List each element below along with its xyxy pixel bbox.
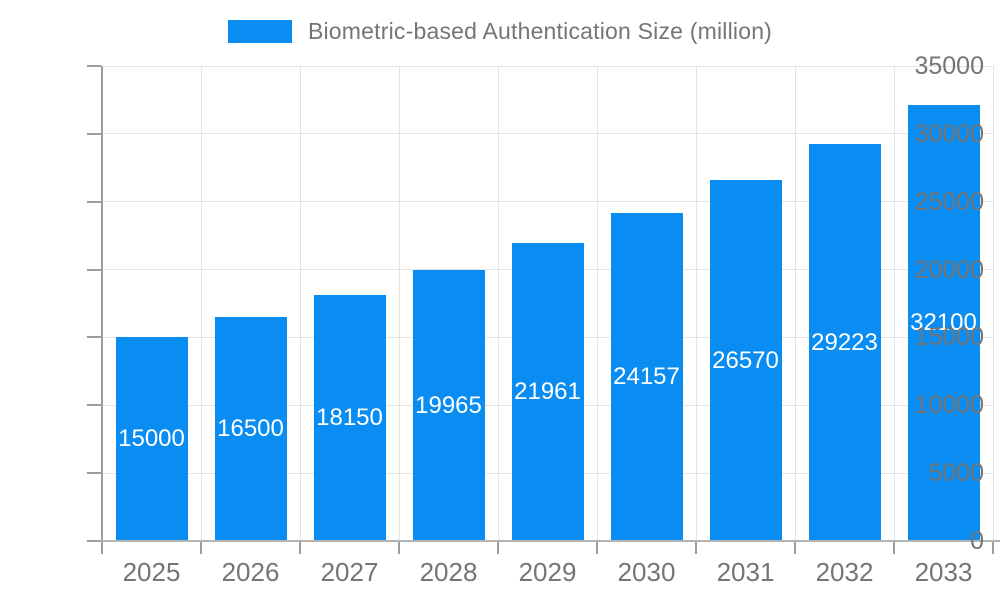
x-axis-tick bbox=[200, 542, 202, 554]
bar-value-label: 18150 bbox=[316, 403, 383, 431]
x-axis-tick bbox=[299, 542, 301, 554]
gridline-vertical bbox=[794, 66, 796, 541]
x-axis-tick bbox=[101, 542, 103, 554]
gridline-vertical bbox=[695, 66, 697, 541]
bar-value-label: 29223 bbox=[811, 328, 878, 356]
y-axis-tick bbox=[87, 540, 101, 542]
legend-label: Biometric-based Authentication Size (mil… bbox=[307, 18, 773, 44]
gridline-vertical bbox=[992, 66, 994, 541]
y-axis-tick bbox=[87, 336, 101, 339]
y-axis-tick bbox=[87, 65, 101, 67]
gridline-horizontal bbox=[102, 201, 993, 203]
y-axis-tick-label: 0 bbox=[970, 527, 984, 555]
x-axis-tick bbox=[695, 542, 697, 554]
y-axis-tick bbox=[87, 472, 101, 475]
bar-2028: 19965 bbox=[412, 270, 485, 541]
x-axis-tick bbox=[497, 542, 499, 554]
x-axis-tick-label: 2025 bbox=[122, 557, 181, 587]
bar-value-label: 21961 bbox=[514, 377, 581, 405]
gridline-vertical bbox=[893, 66, 895, 541]
x-axis-tick-label: 2026 bbox=[221, 557, 280, 587]
gridline-horizontal bbox=[102, 133, 993, 135]
x-axis-tick bbox=[992, 542, 994, 554]
bar-2030: 24157 bbox=[610, 213, 683, 541]
x-axis-tick bbox=[794, 542, 796, 554]
bar-2033: 32100 bbox=[907, 105, 980, 541]
y-axis-tick bbox=[87, 132, 101, 135]
y-axis-tick-label: 30000 bbox=[914, 119, 984, 148]
y-axis-tick bbox=[87, 200, 101, 203]
y-axis-tick-label: 5000 bbox=[928, 459, 984, 488]
x-axis-tick-label: 2031 bbox=[716, 557, 775, 587]
bar-value-label: 24157 bbox=[613, 363, 680, 391]
x-axis-tick-label: 2033 bbox=[914, 557, 973, 587]
gridline-vertical bbox=[299, 66, 301, 541]
legend-swatch[interactable] bbox=[227, 20, 292, 43]
gridline-vertical bbox=[200, 66, 202, 541]
legend[interactable]: Biometric-based Authentication Size (mil… bbox=[0, 18, 1000, 45]
y-axis-tick bbox=[87, 268, 101, 271]
y-axis-tick-label: 15000 bbox=[914, 323, 984, 352]
bar-2032: 29223 bbox=[808, 144, 881, 541]
y-axis-tick-label: 10000 bbox=[914, 391, 984, 420]
gridline-horizontal bbox=[102, 65, 993, 67]
x-axis-tick-label: 2029 bbox=[518, 557, 577, 587]
x-axis-tick-label: 2032 bbox=[815, 557, 874, 587]
bar-value-label: 16500 bbox=[217, 415, 284, 443]
y-axis-tick-label: 20000 bbox=[914, 255, 984, 284]
y-axis-tick-label: 25000 bbox=[914, 187, 984, 216]
gridline-vertical bbox=[497, 66, 499, 541]
bar-2031: 26570 bbox=[709, 180, 782, 541]
x-axis-tick bbox=[893, 542, 895, 554]
plot-area: 15000 16500 18150 19965 21961 24157 26570 29223… bbox=[87, 65, 1000, 554]
bar-2027: 18150 bbox=[313, 294, 386, 541]
x-axis-tick-label: 2027 bbox=[320, 557, 379, 587]
bar-value-label: 26570 bbox=[712, 346, 779, 374]
y-axis-tick-label: 35000 bbox=[914, 52, 984, 80]
gridline-vertical bbox=[596, 66, 598, 541]
y-axis-line bbox=[101, 66, 103, 553]
bar-value-label: 19965 bbox=[415, 391, 482, 419]
bar-2026: 16500 bbox=[214, 317, 287, 541]
gridline-vertical bbox=[398, 66, 400, 541]
bar-value-label: 32100 bbox=[910, 309, 977, 337]
x-axis-tick bbox=[596, 542, 598, 554]
bar-2025: 15000 bbox=[115, 337, 188, 541]
x-axis-tick bbox=[398, 542, 400, 554]
x-axis-line bbox=[94, 540, 1000, 542]
x-axis-tick-label: 2030 bbox=[617, 557, 676, 587]
y-axis-tick bbox=[87, 404, 101, 407]
bar-2029: 21961 bbox=[511, 242, 584, 541]
x-axis-tick-label: 2028 bbox=[419, 557, 478, 587]
bar-value-label: 15000 bbox=[118, 425, 185, 453]
